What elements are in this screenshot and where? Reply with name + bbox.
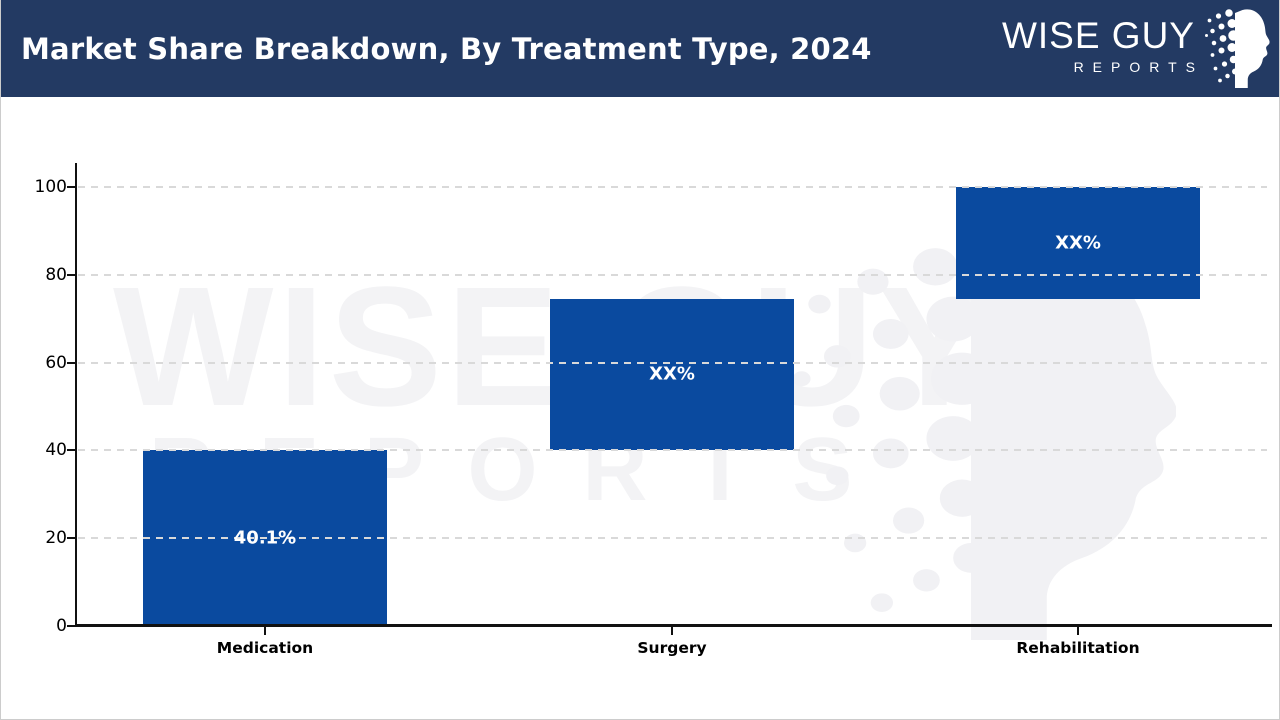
y-tick-mark <box>67 273 75 276</box>
y-tick-label: 60 <box>45 352 67 373</box>
y-tick-label: 20 <box>45 528 67 549</box>
y-tick-label: 40 <box>45 440 67 461</box>
bar-surgery <box>550 298 794 450</box>
gridline-80 <box>78 273 1267 276</box>
brand-logo: WISE GUY REPORTS <box>1002 4 1271 88</box>
gridline-60 <box>78 361 1267 364</box>
logo-wordmark: WISE GUY <box>1001 15 1195 56</box>
bar-rehabilitation <box>956 187 1200 299</box>
bar-value-label: XX% <box>649 363 695 385</box>
x-tick-label: Rehabilitation <box>1016 639 1140 657</box>
y-tick-label: 100 <box>34 177 67 197</box>
bar-value-label: 40.1% <box>233 527 297 549</box>
brand-logo-text: WISE GUY REPORTS <box>1002 17 1195 75</box>
x-axis-line <box>75 624 1272 627</box>
x-tick-label: Surgery <box>637 639 707 657</box>
y-tick-mark <box>67 625 75 627</box>
header: Market Share Breakdown, By Treatment Typ… <box>1 0 1279 97</box>
x-tick-label: Medication <box>216 639 314 657</box>
x-tick-mark <box>264 627 266 635</box>
logo-face-icon <box>1199 4 1271 88</box>
y-tick-mark <box>67 537 75 540</box>
gridline-100 <box>78 186 1267 188</box>
y-axis-line <box>75 163 77 627</box>
y-tick-label: 80 <box>45 264 67 285</box>
y-tick-mark <box>67 361 75 364</box>
x-tick-mark <box>1077 627 1079 635</box>
gridline-20 <box>78 537 1267 540</box>
y-tick-mark <box>67 186 75 188</box>
gridline-40 <box>78 449 1267 452</box>
y-tick-mark <box>67 449 75 452</box>
y-tick-label: 0 <box>56 616 67 636</box>
bar-value-label: XX% <box>1055 232 1101 254</box>
x-tick-mark <box>671 627 673 635</box>
page-title: Market Share Breakdown, By Treatment Typ… <box>21 31 872 66</box>
logo-subtext: REPORTS <box>1073 59 1204 75</box>
